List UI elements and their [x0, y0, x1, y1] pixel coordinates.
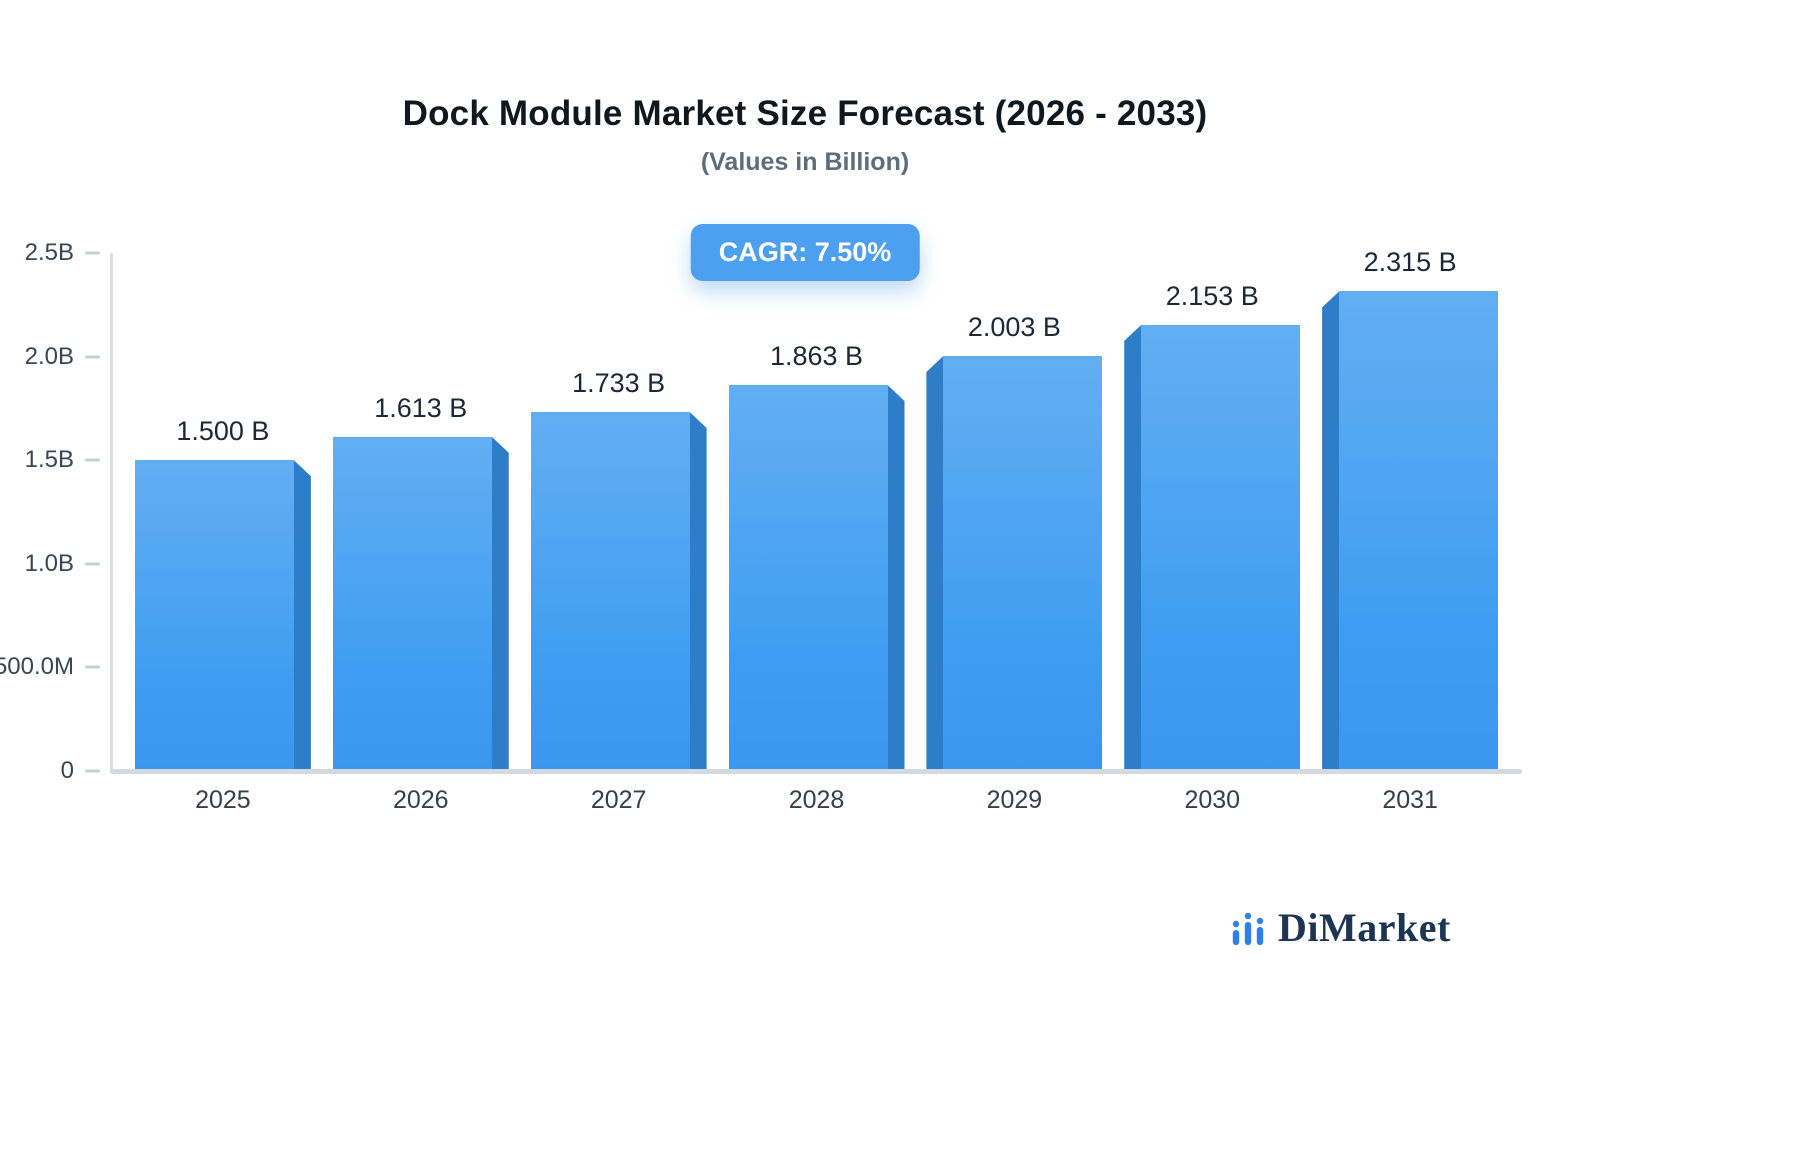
brand-logo: DiMarket: [1228, 904, 1451, 951]
bar: 1.500 B: [134, 416, 311, 771]
bar-side: [293, 460, 311, 771]
x-tick-label: 2026: [392, 786, 449, 814]
brand-name: DiMarket: [1278, 905, 1451, 950]
bar-face: [332, 436, 492, 771]
bar-side: [689, 411, 707, 771]
y-axis: 2.5B 2.0B 1.5B 1.0B 500.0M 0: [0, 239, 110, 784]
y-tick-mark: [85, 665, 100, 669]
bar: 1.733 B: [530, 368, 707, 771]
bar-face: [134, 460, 294, 771]
bar-face: [943, 355, 1103, 771]
x-tick-label: 2031: [1382, 786, 1438, 814]
bar: 2.003 B: [926, 312, 1103, 771]
cagr-badge: CAGR: 7.50%: [690, 224, 920, 281]
bar-side: [926, 355, 944, 771]
y-tick-mark: [85, 251, 100, 255]
bar-side: [491, 436, 509, 771]
bar-face: [1339, 291, 1499, 771]
bar-value-label: 2.003 B: [967, 311, 1061, 342]
y-tick-mark: [85, 458, 100, 462]
bar-value-label: 1.733 B: [572, 367, 666, 398]
x-tick-label: 2029: [986, 786, 1043, 814]
y-tick-label: 1.5B: [24, 446, 74, 474]
y-tick-mark: [85, 562, 100, 566]
cagr-badge-text: CAGR: 7.50%: [718, 237, 892, 267]
bar: 2.153 B: [1124, 281, 1301, 771]
bar: 2.315 B: [1322, 247, 1499, 771]
bars-container: 1.500 B 1.613 B 1.733 B 1.863 B 2.003 B 2.153…: [113, 247, 1520, 771]
x-axis-line: [110, 769, 1522, 774]
y-tick-label: 1.0B: [24, 549, 74, 577]
x-tick-label: 2027: [590, 786, 647, 814]
x-tick-label: 2030: [1184, 786, 1241, 814]
brand-chart-icon: [1232, 912, 1264, 945]
bar-side: [887, 385, 905, 771]
y-tick-label: 500.0M: [0, 653, 74, 681]
chart-subtitle: (Values in Billion): [700, 148, 910, 176]
x-tick-label: 2028: [788, 786, 845, 814]
bar-value-label: 1.500 B: [176, 416, 270, 447]
bar: 1.613 B: [332, 393, 509, 771]
bar-face: [1141, 324, 1301, 771]
y-axis-line: [110, 253, 113, 773]
bar-value-label: 1.863 B: [769, 341, 864, 371]
x-axis-labels: 2025 2026 2027 2028 2029 2030 2031: [113, 786, 1520, 815]
y-tick-label: 0: [60, 757, 74, 784]
bar-face: [530, 411, 690, 771]
bar-value-label: 1.613 B: [374, 392, 468, 423]
y-tick-label: 2.5B: [24, 239, 74, 266]
bar-value-label: 2.315 B: [1363, 247, 1457, 278]
y-tick-label: 2.0B: [24, 342, 74, 370]
bar: 1.863 B: [728, 341, 905, 771]
bar-side: [1322, 291, 1340, 771]
y-tick-mark: [85, 355, 100, 359]
x-tick-label: 2025: [195, 786, 251, 814]
bar-face: [728, 385, 888, 771]
bar-value-label: 2.153 B: [1165, 280, 1259, 311]
chart-header: Dock Module Market Size Forecast (2026 -…: [0, 94, 1610, 177]
bar-side: [1124, 324, 1142, 771]
y-tick-mark: [85, 769, 100, 773]
chart-title: Dock Module Market Size Forecast (2026 -…: [402, 94, 1208, 133]
